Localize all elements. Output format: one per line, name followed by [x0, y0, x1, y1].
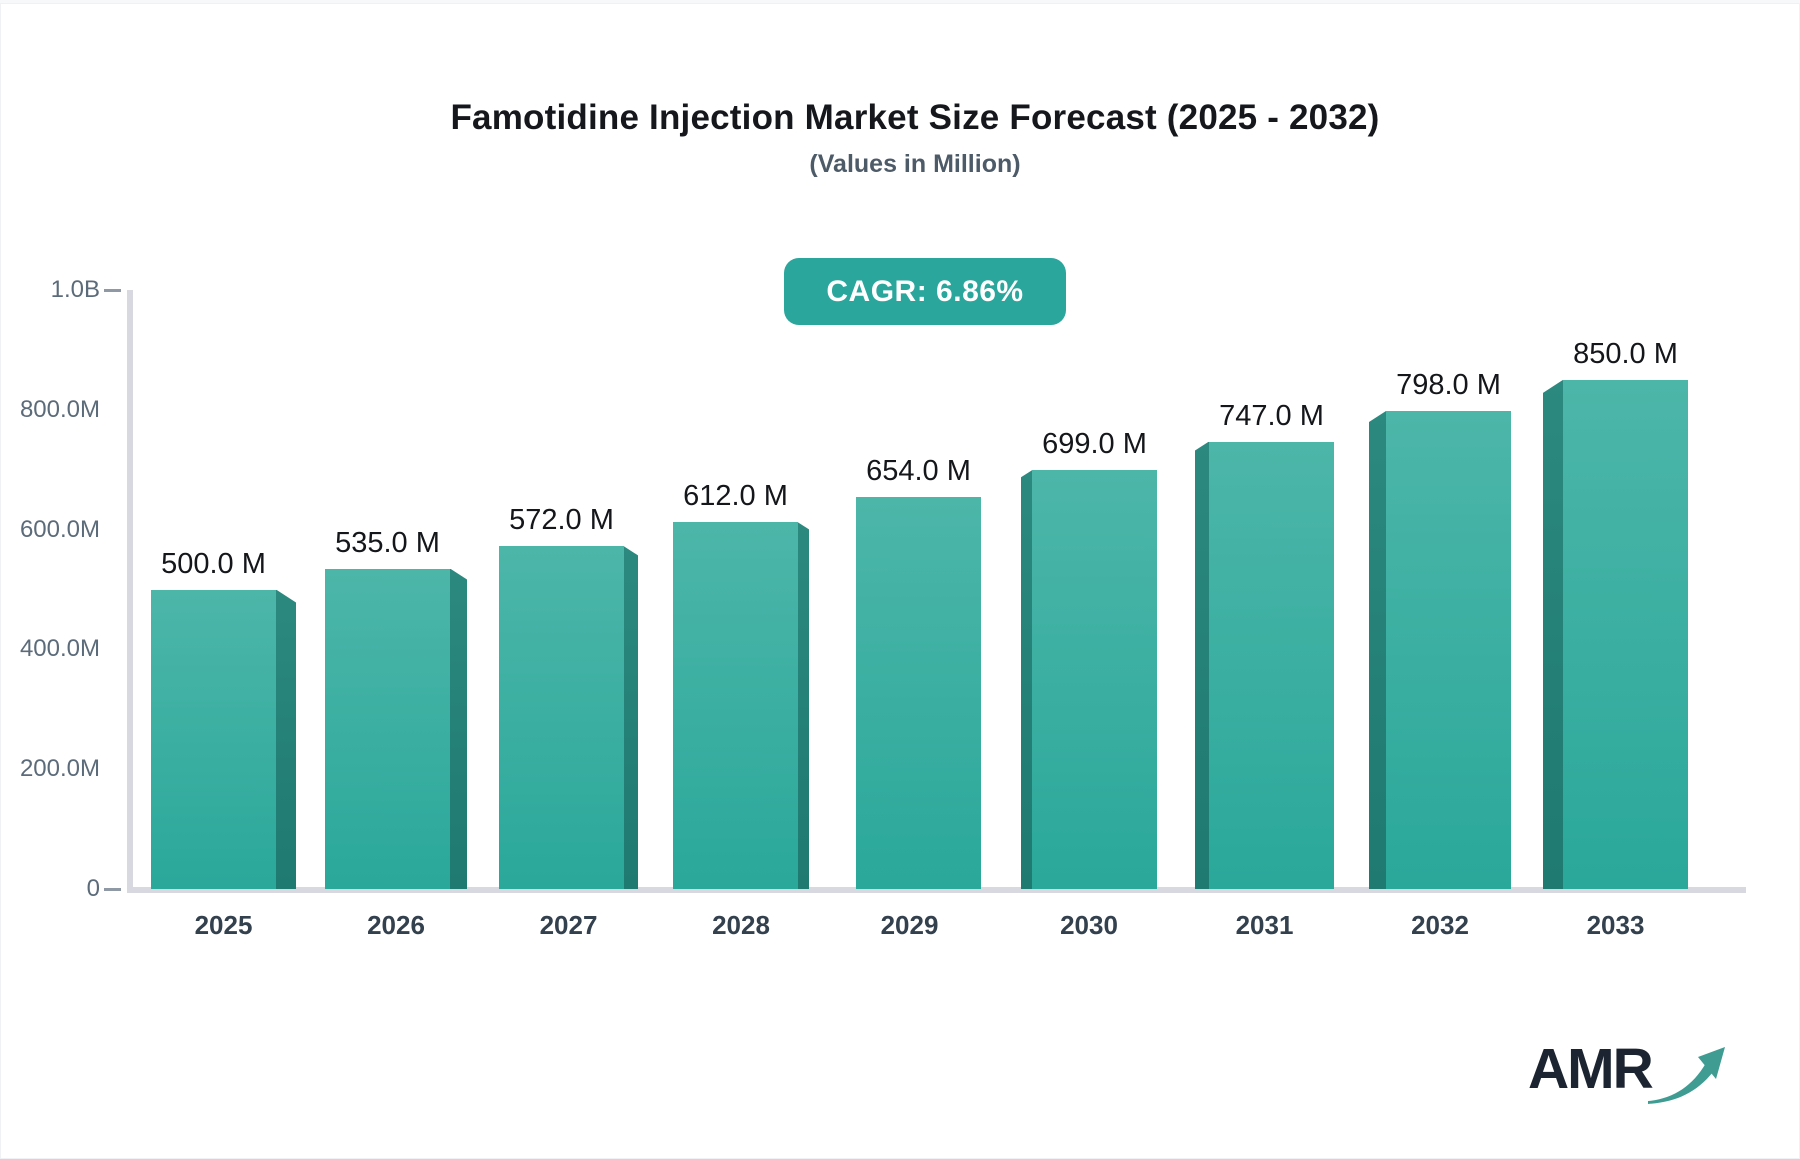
- x-axis-category-label: 2028: [712, 910, 770, 940]
- bar-side-face: [1195, 441, 1209, 889]
- x-axis-category-label: 2029: [880, 910, 939, 940]
- bar-side-face: [1021, 470, 1032, 889]
- bar-side-face: [276, 589, 296, 889]
- x-axis-category-label: 2025: [194, 910, 253, 940]
- bar-side-face: [624, 546, 638, 889]
- chart-title: Famotidine Injection Market Size Forecas…: [450, 98, 1380, 137]
- x-axis-category-label: 2031: [1235, 910, 1294, 940]
- bar-value-label: 500.0 M: [161, 547, 266, 580]
- bar-2032[interactable]: [1386, 410, 1511, 889]
- bar-value-label: 572.0 M: [509, 504, 614, 537]
- y-axis-tick-label: 1.0B: [50, 276, 100, 303]
- bar-2031[interactable]: [1209, 441, 1334, 889]
- amr-logo: AMR: [1528, 1035, 1728, 1115]
- y-axis-tick-label: 200.0M: [19, 755, 100, 783]
- amr-logo-text: AMR: [1528, 1037, 1654, 1101]
- x-axis-category-label: 2032: [1411, 910, 1469, 940]
- bar-chart: 1.0B 800.0M 600.0M 400.0M 200.0M 0 500.0 M 2025…: [0, 3, 1800, 1159]
- bar-side-face: [1543, 379, 1563, 889]
- x-axis-category-label: 2030: [1060, 910, 1118, 940]
- x-axis-category-label: 2027: [539, 910, 598, 940]
- x-axis-category-label: 2033: [1586, 910, 1645, 940]
- bar-2033[interactable]: [1563, 379, 1688, 889]
- y-axis-line: [127, 290, 133, 890]
- bar-value-label: 850.0 M: [1573, 337, 1678, 370]
- bar-value-label: 612.0 M: [683, 480, 788, 513]
- y-axis-tick-mark: [104, 887, 121, 891]
- bar-value-label: 699.0 M: [1042, 428, 1147, 461]
- bar-value-label: 798.0 M: [1396, 368, 1501, 401]
- bar-side-face: [798, 522, 809, 889]
- y-axis-tick-label: 0: [86, 875, 100, 902]
- x-axis-line: [127, 887, 1746, 893]
- bar-value-label: 654.0 M: [866, 455, 971, 488]
- bar-value-label: 535.0 M: [335, 526, 440, 559]
- bar-2025[interactable]: [151, 589, 276, 889]
- cagr-badge: CAGR: 6.86%: [784, 258, 1066, 325]
- bar-2028[interactable]: [673, 522, 798, 889]
- bar-side-face: [1369, 410, 1386, 889]
- bar-2026[interactable]: [325, 568, 450, 889]
- y-axis-tick-label: 600.0M: [19, 515, 100, 543]
- y-axis-tick-mark: [104, 288, 121, 292]
- bar-2029[interactable]: [856, 497, 981, 889]
- x-axis-category-label: 2026: [367, 910, 425, 940]
- bar-value-label: 747.0 M: [1219, 399, 1324, 432]
- growth-arrow-icon: [1648, 1047, 1725, 1104]
- y-axis-tick-label: 400.0M: [19, 635, 100, 663]
- bar-side-face: [450, 568, 467, 889]
- bar-2027[interactable]: [499, 546, 624, 889]
- chart-subtitle: (Values in Million): [809, 150, 1021, 178]
- bar-2030[interactable]: [1032, 470, 1157, 889]
- y-axis-tick-label: 800.0M: [19, 395, 100, 423]
